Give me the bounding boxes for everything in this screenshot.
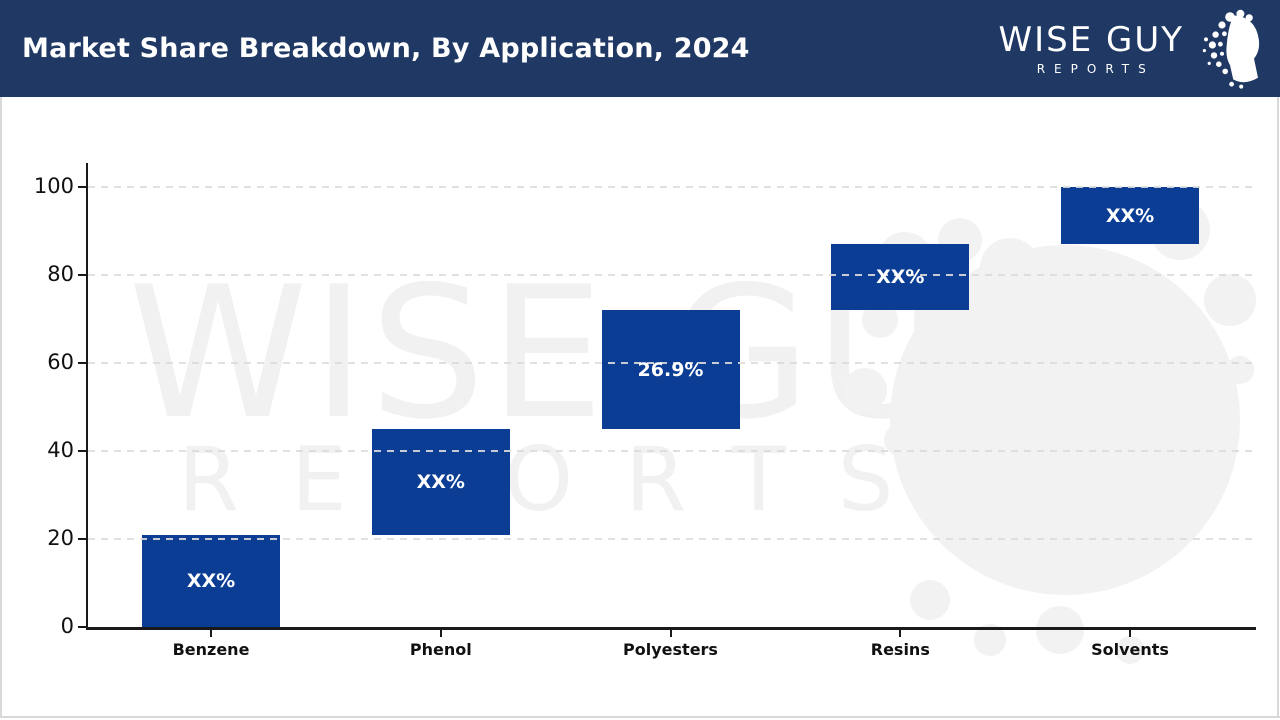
x-category-label: Benzene <box>172 640 250 659</box>
y-tick-mark <box>78 274 86 276</box>
y-axis-line <box>86 163 88 630</box>
brand-subtitle: REPORTS <box>1036 61 1155 76</box>
gridline-y-100 <box>88 186 1256 188</box>
brand-logo: WISE GUY REPORTS <box>998 7 1280 91</box>
page-border-right <box>1277 97 1279 717</box>
x-tick-mark <box>210 630 212 637</box>
y-tick-mark <box>78 538 86 540</box>
y-tick-label: 40 <box>47 438 74 462</box>
x-tick-mark <box>1129 630 1131 637</box>
y-tick-label: 20 <box>47 526 74 550</box>
x-tick-mark <box>669 630 672 637</box>
bar-solvents <box>1061 187 1199 245</box>
bar-resins <box>831 244 970 311</box>
y-tick-mark <box>78 362 86 364</box>
x-axis-line <box>86 627 1256 630</box>
gridline-y-80 <box>88 274 1256 276</box>
brand-logo-text: WISE GUY REPORTS <box>998 23 1184 75</box>
gridline-y-20 <box>88 538 1256 540</box>
y-tick-mark <box>78 450 86 452</box>
x-category-label: Resins <box>870 640 930 659</box>
x-category-label: Phenol <box>409 640 472 659</box>
x-category-label: Polyesters <box>623 640 718 659</box>
bar-value-label: XX% <box>416 470 465 493</box>
y-tick-label: 80 <box>47 262 74 286</box>
y-tick-label: 60 <box>47 350 74 374</box>
y-tick-label: 0 <box>60 614 74 638</box>
bar-value-label: XX% <box>876 266 925 289</box>
y-tick-mark <box>78 626 86 628</box>
bar-phenol <box>371 429 510 535</box>
bar-benzene <box>142 534 280 627</box>
gridline-y-40 <box>88 450 1256 452</box>
page-border-left <box>0 97 2 717</box>
brand-name: WISE GUY <box>998 19 1184 60</box>
bar-value-label: XX% <box>186 569 236 592</box>
bar-value-label: XX% <box>1105 204 1155 227</box>
watermark-head-icon <box>843 200 1256 664</box>
page-title: Market Share Breakdown, By Application, … <box>22 33 750 64</box>
page-border-bottom <box>0 716 1280 718</box>
y-tick-mark <box>78 186 86 188</box>
x-tick-mark <box>439 630 442 637</box>
dotted-head-profile-icon <box>1202 9 1260 89</box>
y-tick-label: 100 <box>33 174 74 198</box>
x-tick-mark <box>899 630 902 637</box>
x-category-label: Solvents <box>1091 640 1169 659</box>
gridline-y-60 <box>88 362 1256 364</box>
header-bar: Market Share Breakdown, By Application, … <box>0 0 1280 97</box>
bar-polyesters <box>601 310 740 429</box>
bar-value-label: 26.9% <box>637 358 704 381</box>
